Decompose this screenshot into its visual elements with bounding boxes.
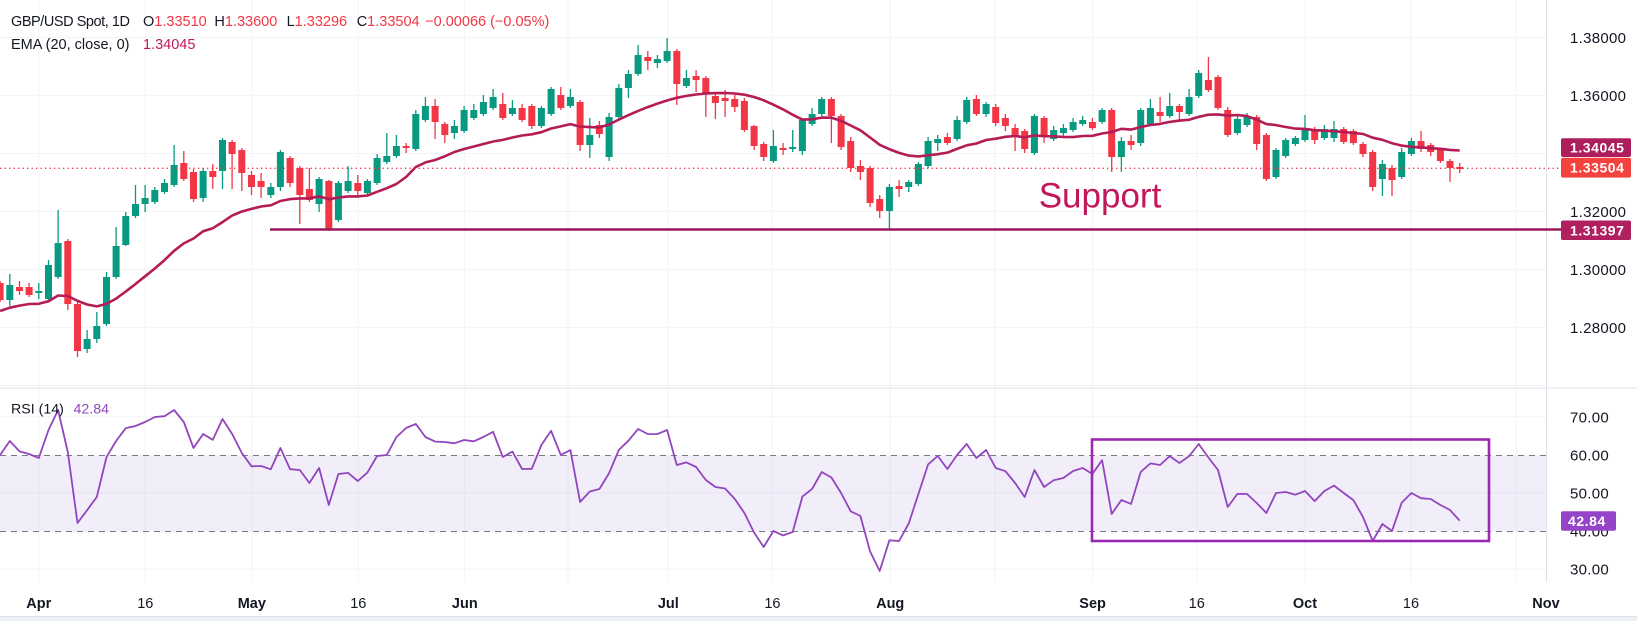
svg-text:70.00: 70.00 — [1570, 410, 1609, 427]
svg-text:16: 16 — [1403, 596, 1419, 612]
svg-text:1.32000: 1.32000 — [1570, 204, 1626, 221]
svg-text:1.38000: 1.38000 — [1570, 30, 1626, 47]
svg-text:1.28000: 1.28000 — [1570, 320, 1626, 337]
svg-text:60.00: 60.00 — [1570, 448, 1609, 465]
svg-text:GBP/USD Spot, 1D: GBP/USD Spot, 1D — [11, 14, 130, 30]
svg-text:O1.33510: O1.33510 — [143, 14, 207, 30]
svg-text:1.34045: 1.34045 — [1570, 140, 1624, 156]
svg-text:Jun: Jun — [452, 596, 478, 612]
svg-text:16: 16 — [350, 596, 366, 612]
svg-text:Nov: Nov — [1532, 596, 1559, 612]
svg-text:EMA (20, close, 0): EMA (20, close, 0) — [11, 37, 129, 53]
svg-text:H1.33600: H1.33600 — [214, 14, 277, 30]
svg-text:16: 16 — [764, 596, 780, 612]
svg-text:RSI (14): RSI (14) — [11, 402, 64, 418]
svg-text:1.31397: 1.31397 — [1570, 222, 1624, 238]
svg-text:Support: Support — [1039, 177, 1162, 216]
svg-text:16: 16 — [137, 596, 153, 612]
svg-text:1.33504: 1.33504 — [1570, 160, 1624, 176]
svg-text:1.30000: 1.30000 — [1570, 262, 1626, 279]
svg-text:50.00: 50.00 — [1570, 486, 1609, 503]
svg-text:C1.33504: C1.33504 — [357, 14, 420, 30]
svg-text:42.84: 42.84 — [1568, 513, 1606, 529]
svg-text:May: May — [238, 596, 266, 612]
svg-text:Sep: Sep — [1079, 596, 1106, 612]
svg-text:Jul: Jul — [658, 596, 679, 612]
svg-text:1.36000: 1.36000 — [1570, 88, 1626, 105]
svg-text:42.84: 42.84 — [74, 402, 110, 418]
svg-text:16: 16 — [1189, 596, 1205, 612]
svg-text:1.34045: 1.34045 — [143, 37, 195, 53]
svg-text:Oct: Oct — [1293, 596, 1317, 612]
svg-text:L1.33296: L1.33296 — [287, 14, 348, 30]
svg-text:Apr: Apr — [26, 596, 51, 612]
svg-text:30.00: 30.00 — [1570, 562, 1609, 579]
svg-text:Aug: Aug — [876, 596, 904, 612]
svg-text:−0.00066 (−0.05%): −0.00066 (−0.05%) — [425, 14, 549, 30]
